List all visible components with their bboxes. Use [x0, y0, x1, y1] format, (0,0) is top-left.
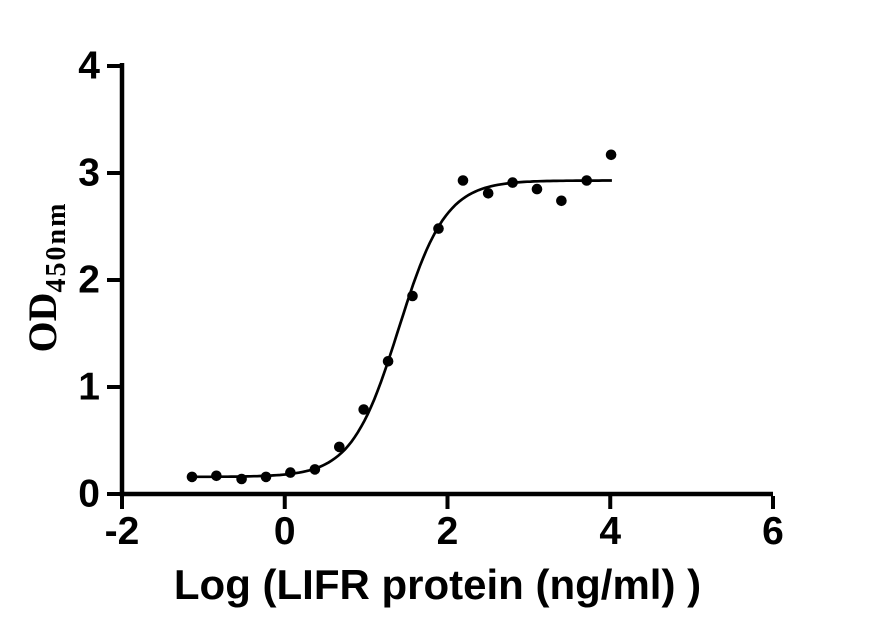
data-point: [382, 356, 394, 367]
y-tick-label: 1: [78, 366, 100, 409]
data-point: [531, 183, 543, 195]
data-point: [433, 223, 444, 234]
data-point: [309, 464, 321, 475]
x-axis-title: Log (LIFR protein (ng/ml) ): [173, 561, 702, 608]
data-point: [407, 290, 418, 302]
x-tick-label: 2: [437, 510, 459, 553]
data-point: [236, 473, 247, 485]
data-point: [285, 467, 296, 478]
data-point: [605, 149, 617, 161]
data-point: [211, 470, 222, 482]
data-point: [556, 195, 567, 207]
x-tick-label: 0: [274, 510, 296, 553]
x-tick-label: 6: [762, 510, 784, 553]
y-tick-label: 2: [78, 259, 100, 302]
data-point: [334, 441, 345, 453]
data-point: [507, 177, 518, 188]
data-point: [482, 188, 494, 199]
data-point: [358, 404, 370, 415]
y-tick-label: 3: [78, 152, 100, 195]
data-point: [581, 175, 592, 186]
x-tick-label: -2: [105, 510, 140, 553]
y-axis-title-base: OD: [20, 292, 65, 353]
data-point: [186, 471, 198, 483]
fit-curve: [192, 179, 612, 479]
data-point: [457, 175, 469, 186]
y-axis-title: OD450nm: [19, 202, 73, 353]
y-tick-label: 4: [78, 45, 100, 88]
y-axis-title-subscript: 450nm: [41, 201, 72, 293]
data-point: [260, 471, 272, 483]
x-tick-label: 4: [599, 510, 621, 553]
y-tick-label: 0: [78, 473, 100, 516]
